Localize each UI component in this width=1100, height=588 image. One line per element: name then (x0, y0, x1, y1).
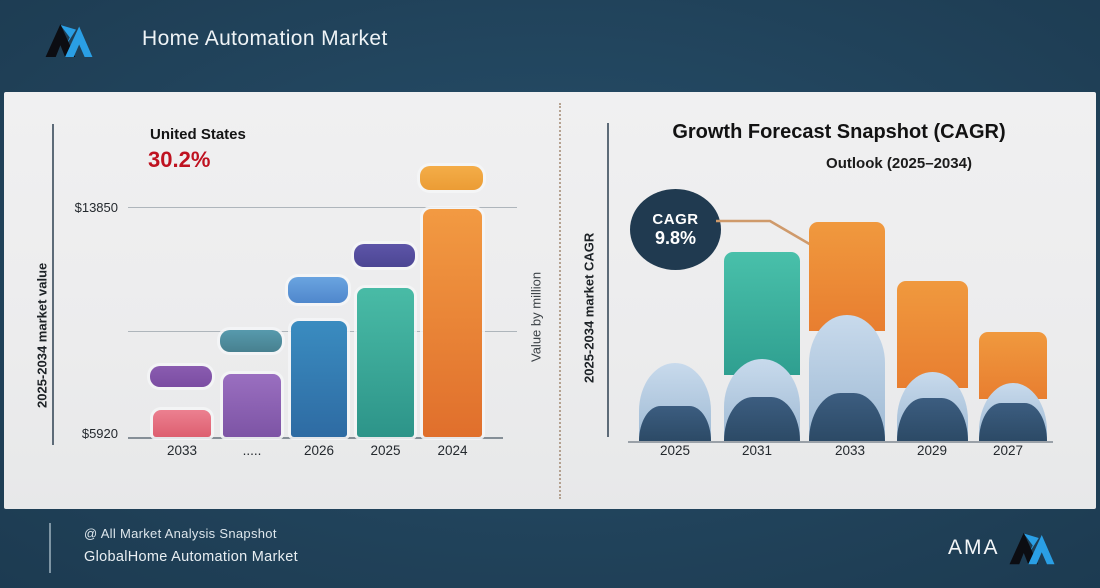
footer-market-line: GlobalHome Automation Market (84, 549, 298, 565)
badge-connector-line (716, 219, 819, 251)
bar-cap-2033 (150, 366, 212, 387)
x-axis-label: 2025 (370, 443, 401, 458)
y-axis-tick-label: $5920 (81, 426, 118, 441)
footer-divider (49, 523, 51, 573)
stacked-bar-2029 (897, 281, 968, 441)
bar-cap-2026 (288, 277, 348, 303)
page-title: Home Automation Market (142, 27, 388, 50)
left-chart-region-label: United States (150, 126, 246, 143)
stacked-bar-2031 (724, 252, 800, 441)
segment-top-2031 (724, 252, 800, 375)
stacked-bar-2033 (809, 222, 885, 441)
segment-base-2029 (897, 398, 968, 441)
bar-cap-..... (220, 330, 282, 352)
right-chart-title: Growth Forecast Snapshot (CAGR) (672, 121, 1006, 143)
x-axis-label: ..... (242, 443, 262, 458)
segment-top-2033 (809, 222, 885, 331)
right-x-axis-line (628, 441, 1053, 443)
bar-2026 (291, 321, 347, 437)
footer-brand-text: AMA (948, 536, 1000, 559)
bar-2025 (357, 288, 414, 437)
ama-logo-icon (45, 24, 93, 57)
bar-2024 (423, 209, 482, 437)
cagr-badge: CAGR 9.8% (630, 189, 721, 270)
segment-base-2031 (724, 397, 800, 441)
bar-2033 (153, 410, 211, 437)
x-axis-label: 2024 (437, 443, 468, 458)
stacked-bar-2025 (639, 363, 711, 441)
x-axis-label: 2027 (992, 443, 1024, 458)
cagr-badge-label: CAGR (652, 210, 699, 228)
bar-..... (223, 374, 281, 437)
x-axis-label: 2026 (303, 443, 335, 458)
x-axis-label: 2033 (166, 443, 198, 458)
left-x-axis-line (128, 437, 503, 439)
left-chart-growth-value: 30.2% (148, 147, 211, 172)
panel-divider (559, 103, 561, 499)
segment-base-2025 (639, 406, 711, 441)
stacked-bar-2027 (979, 332, 1047, 441)
bar-cap-2025 (354, 244, 415, 267)
left-chart-right-axis-title: Value by million (528, 271, 544, 363)
left-chart-y-axis-title: 2025-2034 market value (34, 262, 50, 408)
segment-top-2029 (897, 281, 968, 388)
right-y-axis-line (607, 123, 609, 437)
bar-cap-2024 (420, 166, 483, 190)
segment-base-2027 (979, 403, 1047, 441)
footer-credit-line: @ All Market Analysis Snapshot (84, 526, 277, 541)
cagr-badge-value: 9.8% (654, 227, 697, 248)
gridline (128, 207, 517, 208)
right-chart-y-axis-title: 2025-2034 market CAGR (581, 232, 597, 384)
y-axis-tick-label: $13850 (74, 200, 118, 215)
left-y-axis-line (52, 124, 54, 445)
x-axis-label: 2033 (834, 443, 866, 458)
x-axis-label: 2029 (916, 443, 948, 458)
right-chart-subtitle: Outlook (2025–2034) (826, 155, 972, 172)
ama-logo-footer-icon (1009, 532, 1055, 565)
x-axis-label: 2025 (659, 443, 691, 458)
x-axis-label: 2031 (741, 443, 773, 458)
